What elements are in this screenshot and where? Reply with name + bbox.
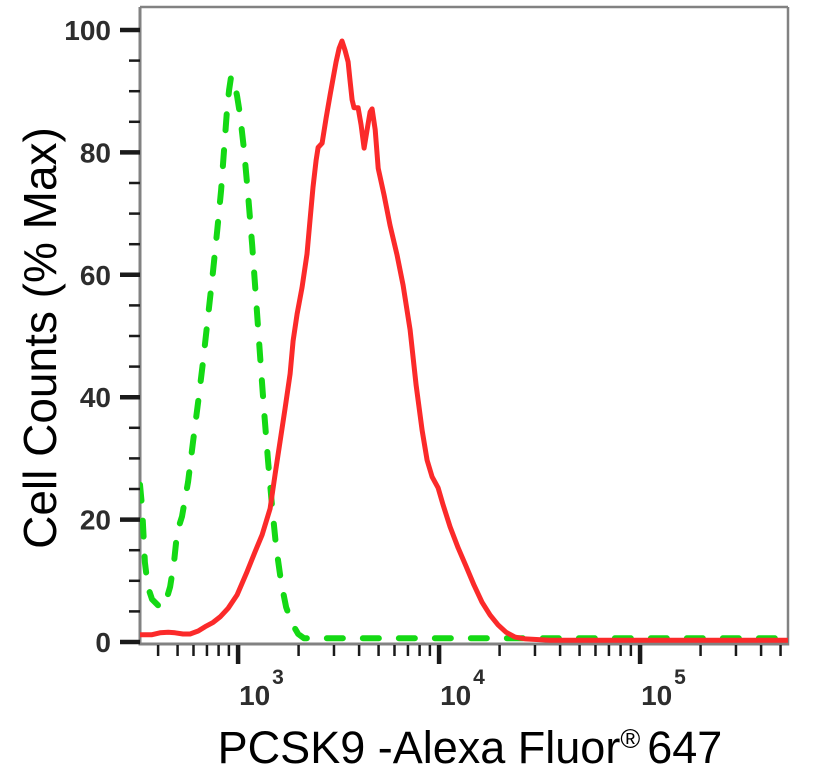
series-green-dashed [140, 73, 788, 642]
series-red-solid [140, 38, 788, 643]
y-tick-label: 100 [64, 15, 111, 46]
y-tick-label: 0 [95, 627, 111, 658]
x-tick-label-base: 10 [440, 680, 471, 711]
y-axis-title: Cell Counts (% Max) [14, 127, 66, 549]
y-tick-label: 80 [80, 137, 111, 168]
x-tick-label-exponent: 4 [473, 666, 485, 689]
x-tick-label-base: 10 [641, 680, 672, 711]
series-curves [140, 38, 788, 643]
x-tick-label-exponent: 3 [272, 666, 284, 689]
plot-border [138, 5, 790, 646]
y-axis-ticks: 0 20 40 60 80 100 [64, 15, 140, 658]
x-tick-label-base: 10 [239, 680, 270, 711]
registered-trademark-symbol: ® [620, 724, 641, 754]
x-axis-title-main: PCSK9 -Alexa Fluor [217, 722, 621, 773]
x-axis-title: PCSK9 -Alexa Fluor® 647 [218, 722, 723, 774]
x-tick-label-exponent: 5 [674, 666, 686, 689]
y-tick-label: 20 [80, 505, 111, 536]
y-tick-label: 60 [80, 260, 111, 291]
y-tick-label: 40 [80, 382, 111, 413]
x-axis-title-suffix: 647 [647, 722, 723, 773]
